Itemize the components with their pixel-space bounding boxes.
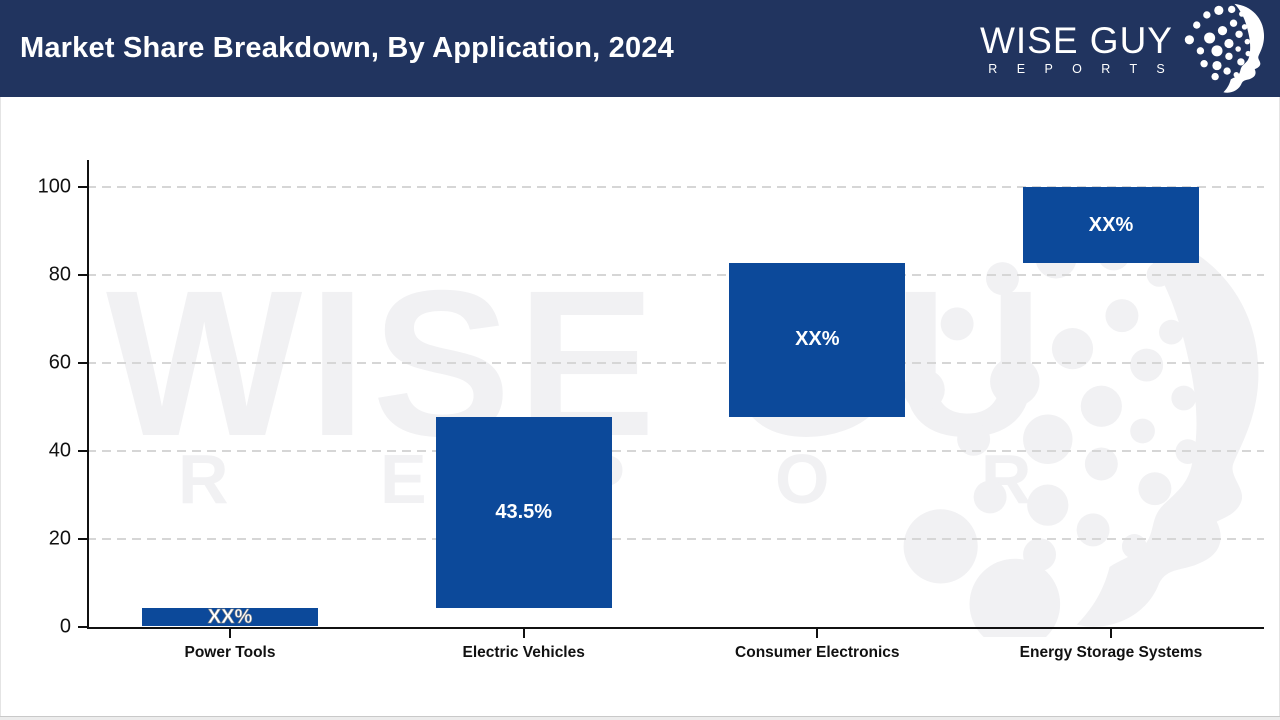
gridline-y40 [87,449,1264,452]
gridline-y60 [87,361,1264,364]
logo-wordmark: WISE GUY [979,19,1173,61]
x-axis-category-label: Energy Storage Systems [1019,643,1203,661]
bar-consumer-electronics: XX% [729,263,906,417]
x-axis-tick-0 [229,628,231,638]
bar-value-label: XX% [1088,213,1134,236]
page-title: Market Share Breakdown, By Application, … [20,32,674,64]
y-axis-label-20: 20 [48,527,71,550]
y-axis-tick-80 [78,274,87,277]
bar-value-label: XX% [207,605,253,628]
bar-value-label: 43.5% [495,500,553,523]
wise-guy-reports-logo: WISE GUY R E P O R T S [980,0,1270,97]
dotted-head-icon [1184,3,1265,93]
y-axis-tick-40 [78,449,87,452]
y-axis-label-40: 40 [48,439,71,462]
y-axis-tick-60 [78,361,87,364]
header-bar: Market Share Breakdown, By Application, … [0,0,1280,97]
y-axis-label-0: 0 [59,615,71,637]
y-axis-tick-20 [78,537,87,540]
y-axis-line [87,160,89,629]
y-axis-label-100: 100 [37,175,71,198]
logo-subtitle: R E P O R T S [988,61,1173,76]
logo-text: WISE GUY R E P O R T S [980,22,1173,76]
bar-electric-vehicles: 43.5% [435,416,612,608]
gridline-y80 [87,274,1264,277]
page-bottom-border [0,715,1280,717]
bar-value-label: XX% [795,328,840,351]
x-axis-category-label: Electric Vehicles [462,643,585,661]
bar-energy-storage-systems: XX% [1023,187,1199,264]
x-axis-tick-1 [522,628,525,638]
gridline-y100 [87,186,1264,189]
y-axis-label-80: 80 [48,263,71,286]
x-axis-line [87,626,1264,629]
y-axis-label-60: 60 [48,351,71,374]
x-axis-category-label: Power Tools [184,643,276,661]
x-axis-category-label: Consumer Electronics [735,643,900,661]
gridline-y20 [87,537,1264,540]
bar-power-tools: XX% [142,605,318,628]
y-axis-tick-100 [78,186,87,189]
x-axis-tick-3 [1110,628,1112,638]
y-axis-tick-0 [78,625,87,628]
watermark-dotted-head [903,229,1259,637]
page-bottom-band [0,717,1280,720]
x-axis-tick-2 [816,628,819,638]
page-left-border [0,97,1,720]
